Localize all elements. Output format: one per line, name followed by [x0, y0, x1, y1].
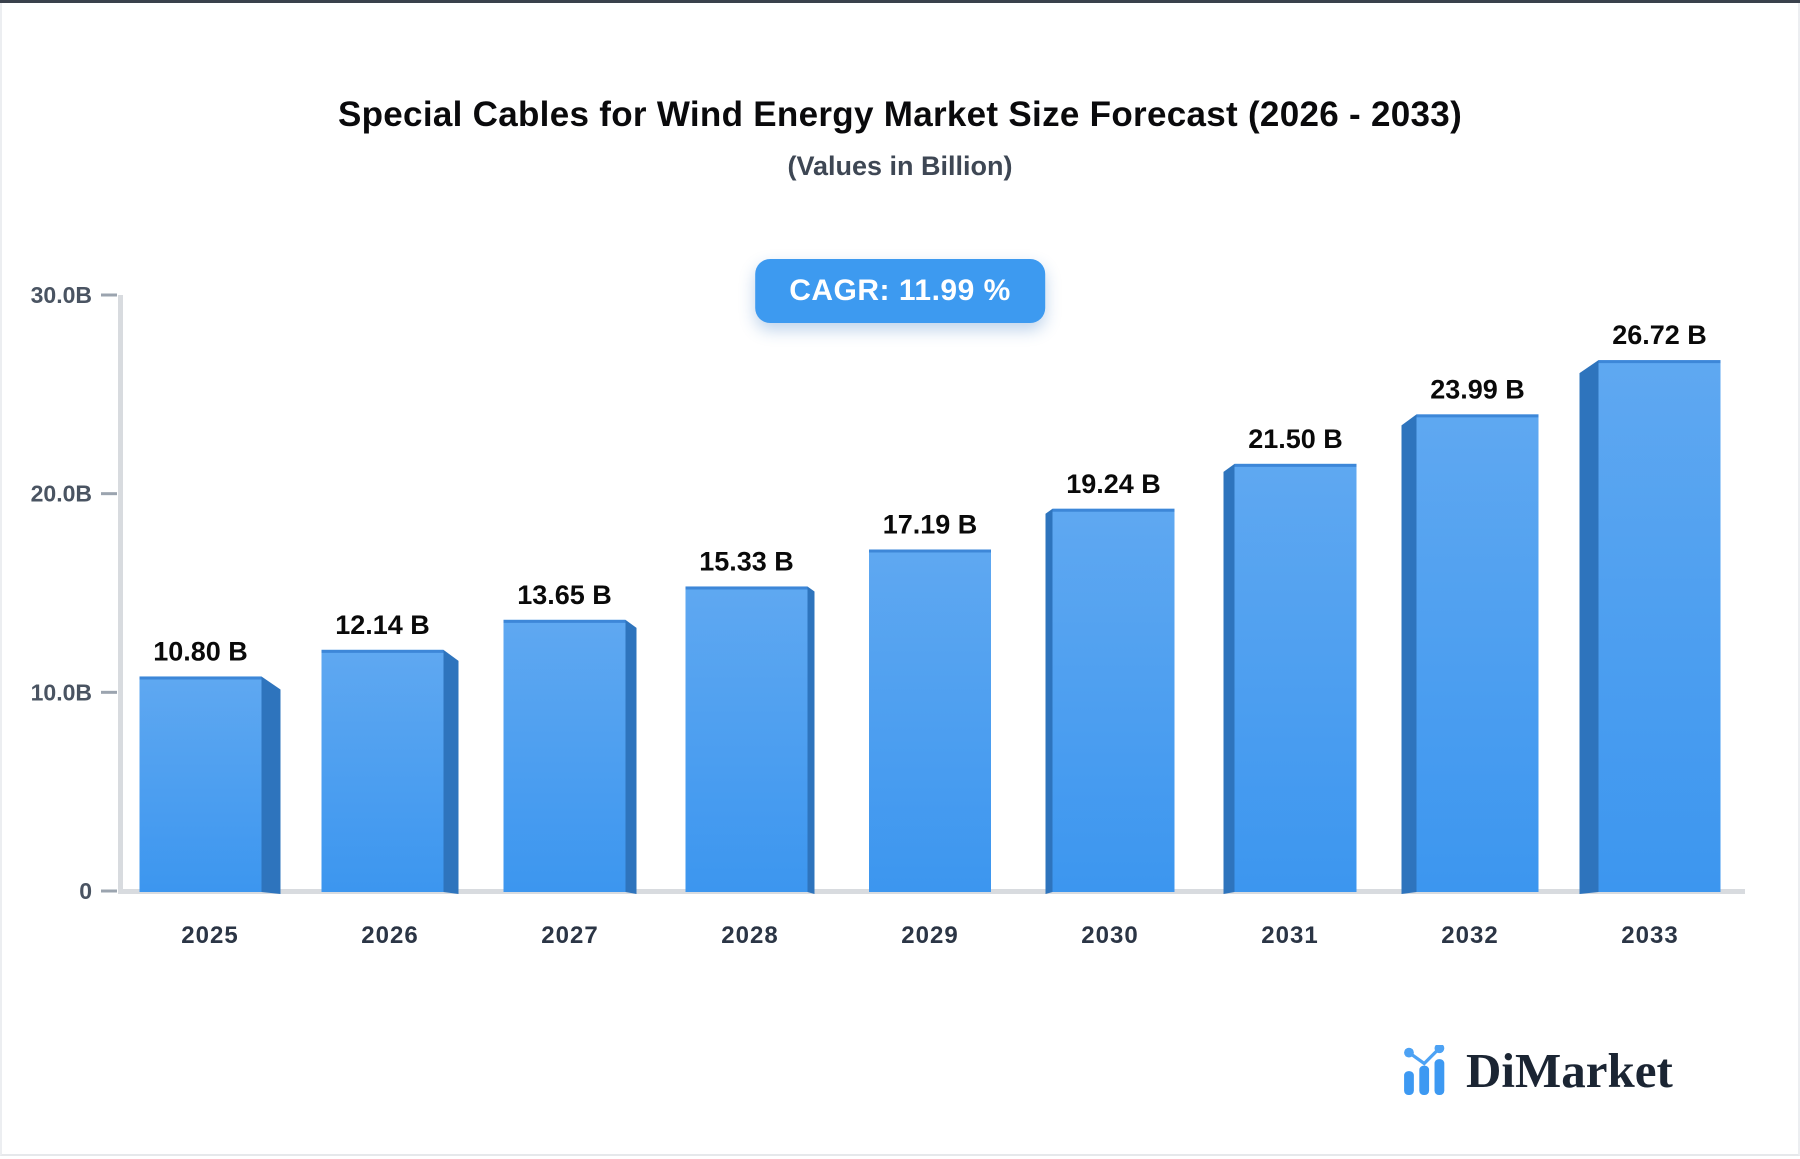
- bar-2027: [503, 619, 637, 894]
- bar-side-face: [807, 586, 815, 894]
- x-axis-label-2029: 2029: [901, 922, 958, 949]
- chart-title: Special Cables for Wind Energy Market Si…: [337, 95, 1463, 134]
- bar-2029: [869, 549, 991, 892]
- bar-side-face: [1223, 463, 1235, 894]
- y-axis-label-10.0B: 10.0B: [31, 679, 92, 705]
- x-axis-label-2030: 2030: [1081, 922, 1138, 949]
- x-axis-label-2028: 2028: [721, 922, 778, 949]
- x-axis-label-2033: 2033: [1621, 922, 1678, 949]
- brand-logo: DiMarket: [1404, 1041, 1673, 1095]
- y-axis-label-20.0B: 20.0B: [31, 481, 92, 507]
- bar-face: [1234, 463, 1357, 892]
- value-label-2028: 15.33 B: [699, 546, 794, 576]
- bar-side-face: [1045, 508, 1053, 894]
- bar-side-face: [1579, 360, 1599, 894]
- brand-name: DiMarket: [1466, 1043, 1673, 1098]
- value-label-2026: 12.14 B: [335, 610, 430, 640]
- bar-face: [1416, 414, 1539, 892]
- value-label-2029: 17.19 B: [883, 509, 978, 539]
- value-label-2025: 10.80 B: [153, 636, 248, 666]
- value-label-2030: 19.24 B: [1066, 469, 1161, 499]
- value-label-2032: 23.99 B: [1430, 374, 1525, 404]
- bar-face: [1052, 508, 1175, 892]
- bar-line-chart-icon: [1404, 1045, 1445, 1095]
- bar-face: [869, 549, 991, 892]
- bar-face: [685, 586, 808, 892]
- bar-2031: [1223, 463, 1357, 894]
- bar-side-face: [625, 619, 637, 894]
- chart-subtitle: (Values in Billion): [787, 151, 1013, 181]
- value-label-2031: 21.50 B: [1248, 424, 1343, 454]
- value-label-2033: 26.72 B: [1612, 320, 1707, 350]
- bar-chart-canvas: 0 10.0B 20.0B 30.0B 10.80 B 2025 12.14 B 2026 13…: [31, 282, 1745, 949]
- bar-side-face: [443, 649, 459, 894]
- y-axis-line: [118, 295, 123, 894]
- x-axis-label-2025: 2025: [181, 922, 238, 949]
- x-axis-label-2027: 2027: [541, 922, 598, 949]
- value-label-2027: 13.65 B: [517, 580, 612, 610]
- bar-2025: [139, 676, 281, 894]
- bar-2032: [1401, 414, 1539, 894]
- y-axis-label-0: 0: [79, 878, 92, 904]
- bar-side-face: [1401, 414, 1417, 894]
- y-axis-label-30.0B: 30.0B: [31, 282, 92, 308]
- bar-side-face: [261, 676, 281, 894]
- bar-face: [1598, 360, 1721, 892]
- bar-2026: [321, 649, 459, 894]
- bar-face: [503, 619, 626, 892]
- bar-2033: [1579, 360, 1721, 894]
- x-axis-label-2031: 2031: [1261, 922, 1318, 949]
- bar-face: [139, 676, 262, 892]
- x-axis-label-2032: 2032: [1441, 922, 1498, 949]
- bar-2028: [685, 586, 815, 894]
- bar-2030: [1045, 508, 1175, 894]
- x-axis-label-2026: 2026: [361, 922, 418, 949]
- bar-face: [321, 649, 444, 892]
- cagr-badge: CAGR: 11.99 %: [755, 259, 1045, 323]
